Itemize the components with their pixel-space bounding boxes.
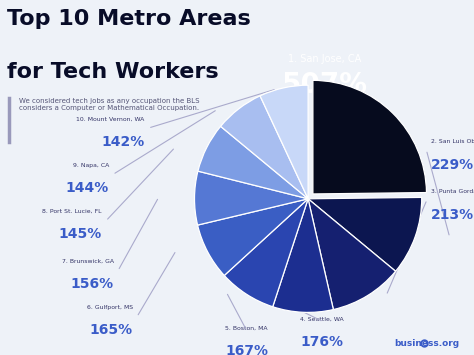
Text: 7. Brunswick, GA: 7. Brunswick, GA bbox=[62, 258, 114, 263]
Wedge shape bbox=[308, 197, 422, 271]
Wedge shape bbox=[308, 199, 396, 310]
Text: Top 10 Metro Areas: Top 10 Metro Areas bbox=[7, 9, 251, 29]
Text: 4. Seattle, WA: 4. Seattle, WA bbox=[301, 317, 344, 322]
Wedge shape bbox=[198, 199, 308, 275]
Wedge shape bbox=[273, 199, 333, 312]
Text: 5. Boston, MA: 5. Boston, MA bbox=[225, 326, 268, 331]
Text: 165%: 165% bbox=[90, 323, 133, 337]
Text: 142%: 142% bbox=[101, 135, 145, 149]
Text: 507%: 507% bbox=[282, 71, 368, 99]
Text: 145%: 145% bbox=[59, 227, 102, 241]
Text: 167%: 167% bbox=[225, 344, 268, 355]
Wedge shape bbox=[224, 199, 308, 307]
Text: 2. San Luis Obispo, CA: 2. San Luis Obispo, CA bbox=[431, 140, 474, 144]
Text: 156%: 156% bbox=[71, 277, 114, 291]
Wedge shape bbox=[220, 96, 308, 199]
Text: 9. Napa, CA: 9. Napa, CA bbox=[73, 163, 109, 168]
Wedge shape bbox=[260, 85, 308, 199]
Text: 176%: 176% bbox=[301, 335, 344, 349]
Text: 229%: 229% bbox=[431, 158, 474, 172]
Wedge shape bbox=[194, 171, 308, 225]
Text: 6. Gulfport, MS: 6. Gulfport, MS bbox=[87, 305, 133, 310]
Text: 213%: 213% bbox=[431, 208, 474, 222]
Text: 10. Mount Vernon, WA: 10. Mount Vernon, WA bbox=[76, 116, 145, 121]
Text: 144%: 144% bbox=[66, 181, 109, 195]
Text: 3. Punta Gorda, FL: 3. Punta Gorda, FL bbox=[431, 189, 474, 194]
Text: We considered tech jobs as any occupation the BLS
considers a Computer or Mathem: We considered tech jobs as any occupatio… bbox=[19, 98, 200, 111]
Text: 8. Port St. Lucie, FL: 8. Port St. Lucie, FL bbox=[42, 209, 102, 214]
Wedge shape bbox=[198, 126, 308, 199]
Text: for Tech Workers: for Tech Workers bbox=[7, 62, 219, 82]
Wedge shape bbox=[313, 80, 427, 194]
Text: 1. San Jose, CA: 1. San Jose, CA bbox=[288, 54, 361, 64]
Text: business.org: business.org bbox=[395, 339, 460, 348]
